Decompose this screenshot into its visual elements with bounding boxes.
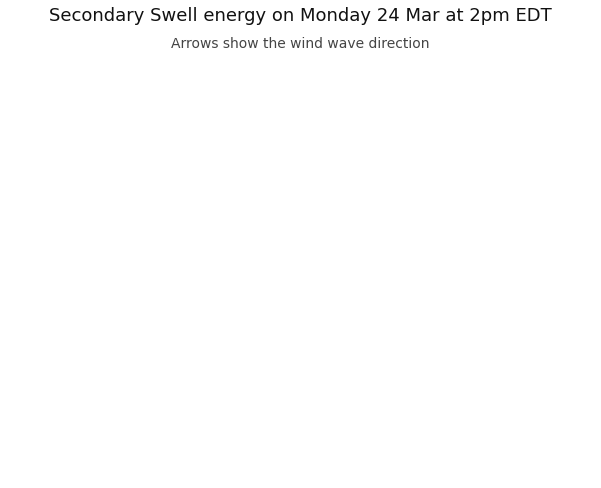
Text: Cartopy required for map rendering: Cartopy required for map rendering — [152, 263, 449, 281]
Text: Secondary Swell energy on Monday 24 Mar at 2pm EDT: Secondary Swell energy on Monday 24 Mar … — [49, 7, 552, 25]
Text: Arrows show the wind wave direction: Arrows show the wind wave direction — [171, 37, 430, 51]
